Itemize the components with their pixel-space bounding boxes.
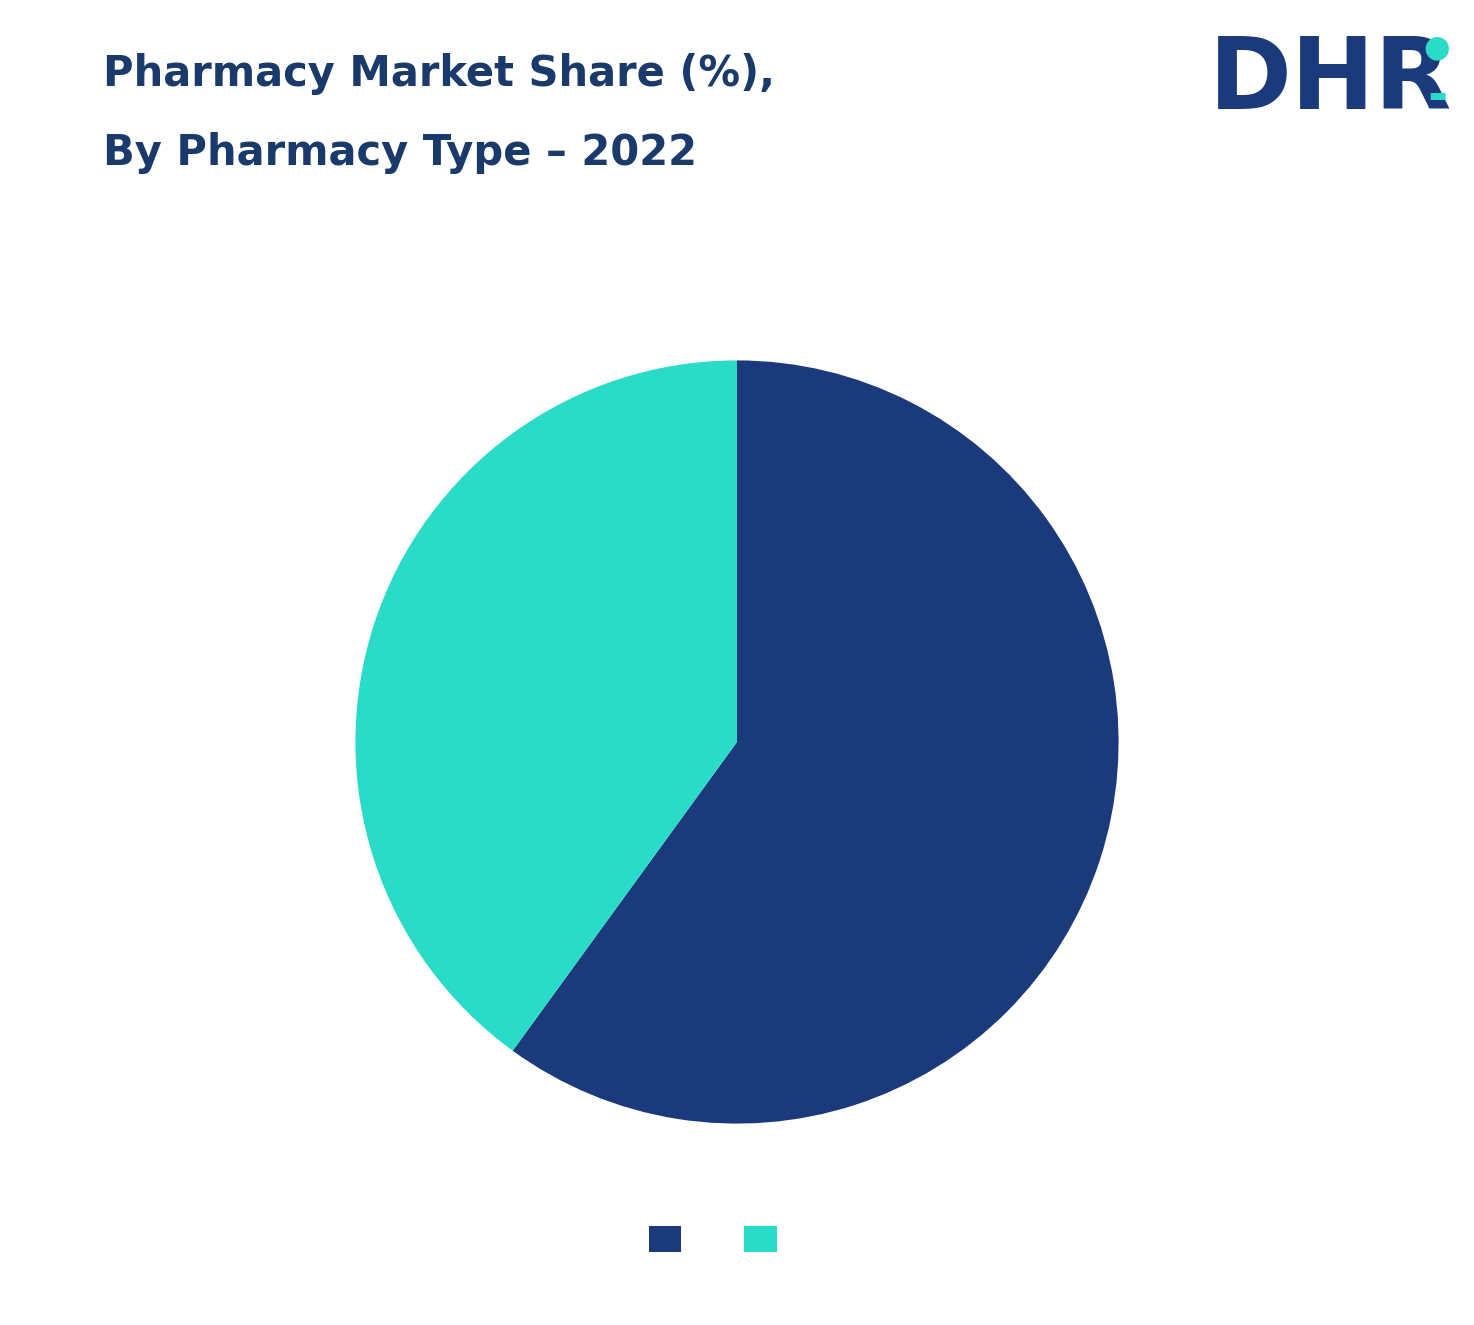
Text: ▬: ▬ xyxy=(1428,86,1446,105)
Text: By Pharmacy Type – 2022: By Pharmacy Type – 2022 xyxy=(103,132,697,175)
Wedge shape xyxy=(355,360,737,1051)
Text: Pharmacy Market Share (%),: Pharmacy Market Share (%), xyxy=(103,53,775,95)
Wedge shape xyxy=(513,360,1119,1124)
Text: ●: ● xyxy=(1424,33,1450,62)
Text: DHR: DHR xyxy=(1209,33,1452,130)
